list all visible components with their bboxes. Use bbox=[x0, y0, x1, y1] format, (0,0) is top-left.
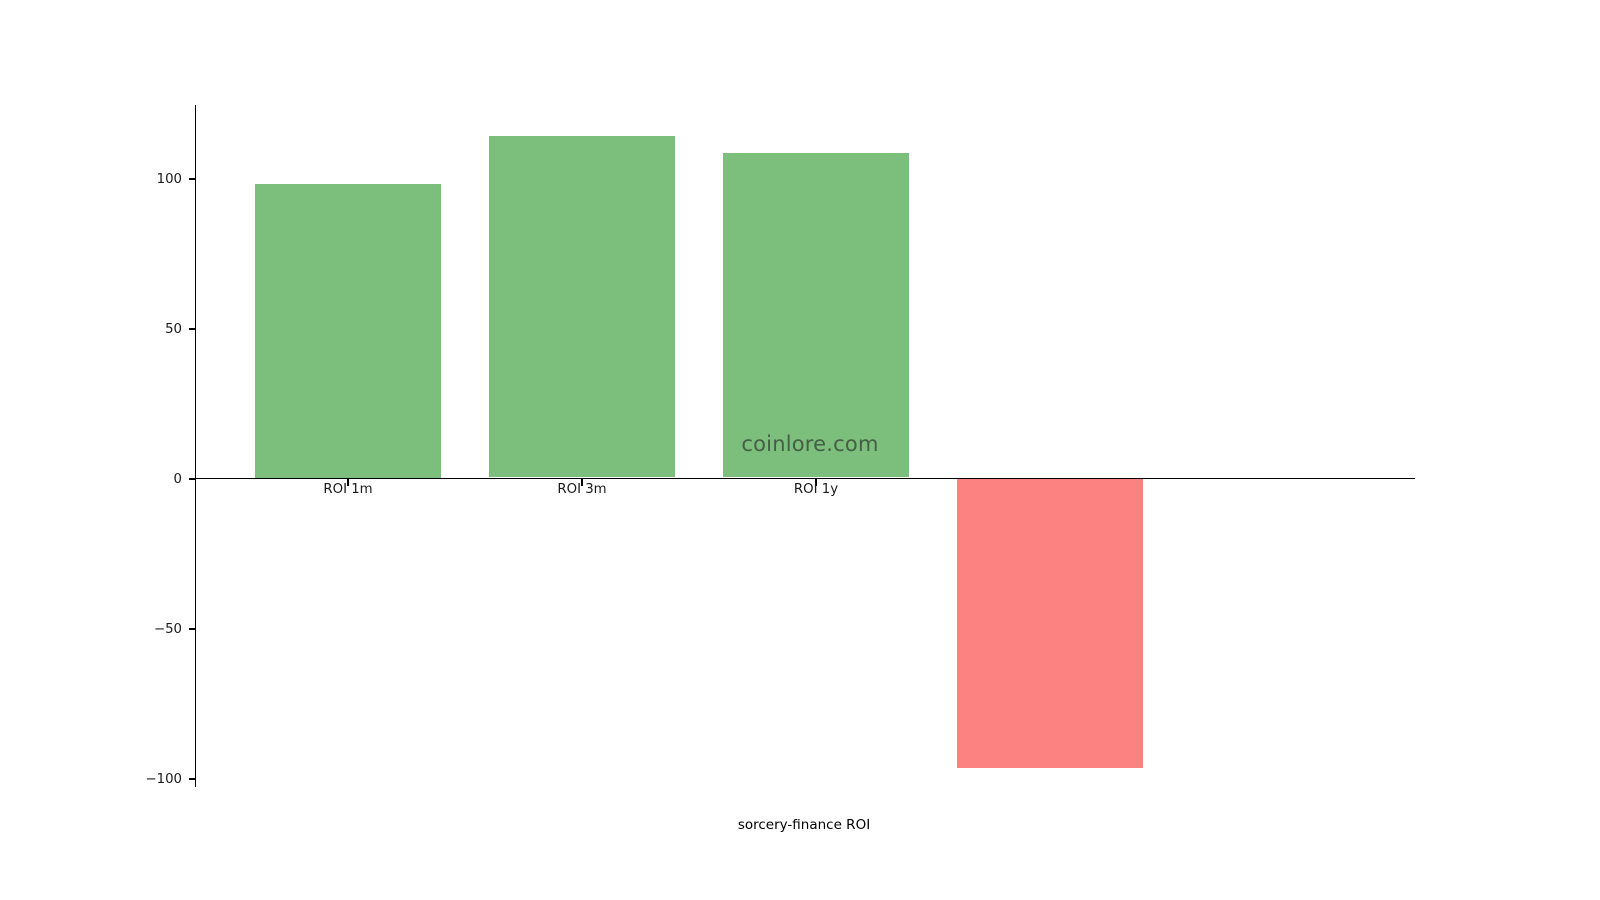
x-axis-title: sorcery-finance ROI bbox=[737, 817, 871, 833]
y-tick-mark bbox=[188, 628, 195, 630]
x-tick-label-roi-1m: ROI 1m bbox=[323, 482, 373, 497]
x-axis-zero-line bbox=[194, 477, 1415, 479]
bar-roi-3m bbox=[489, 136, 675, 478]
y-tick-mark bbox=[188, 778, 195, 780]
y-tick-label: 50 bbox=[165, 321, 182, 337]
x-tick-mark bbox=[347, 479, 349, 486]
y-axis-line bbox=[194, 105, 196, 787]
bar-roi-1m bbox=[255, 183, 441, 478]
y-tick-label: −50 bbox=[153, 621, 182, 637]
x-tick-label-roi-1y: ROI 1y bbox=[793, 482, 839, 497]
y-tick-label: 100 bbox=[156, 171, 182, 187]
y-tick-label: −100 bbox=[145, 771, 182, 787]
bar-roi-1y bbox=[723, 152, 909, 478]
x-tick-label-roi-3m: ROI 3m bbox=[557, 482, 607, 497]
y-tick-mark bbox=[188, 478, 195, 480]
x-tick-mark bbox=[581, 479, 583, 486]
watermark: coinlore.com bbox=[741, 432, 879, 456]
y-tick-mark bbox=[188, 328, 195, 330]
y-tick-mark bbox=[188, 178, 195, 180]
bar-bar-4 bbox=[957, 479, 1143, 768]
x-tick-mark bbox=[815, 479, 817, 486]
y-tick-label: 0 bbox=[173, 471, 182, 487]
